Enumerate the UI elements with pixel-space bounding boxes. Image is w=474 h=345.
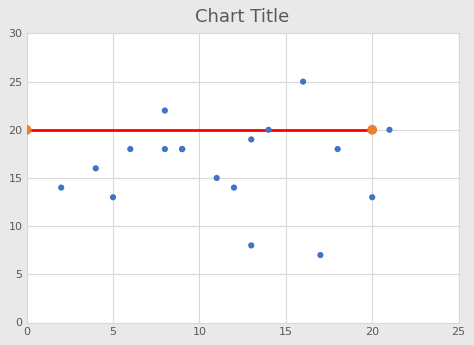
Point — [247, 137, 255, 142]
Point — [57, 185, 65, 190]
Point — [127, 146, 134, 152]
Point — [386, 127, 393, 132]
Point — [247, 243, 255, 248]
Point — [334, 146, 341, 152]
Point — [178, 146, 186, 152]
Point — [317, 252, 324, 258]
Title: Chart Title: Chart Title — [195, 8, 290, 26]
Point — [161, 146, 169, 152]
Point — [299, 79, 307, 85]
Point — [178, 146, 186, 152]
Point — [213, 175, 220, 181]
Point — [23, 127, 30, 132]
Point — [92, 166, 100, 171]
Point — [161, 108, 169, 113]
Point — [368, 127, 376, 132]
Point — [368, 195, 376, 200]
Point — [109, 195, 117, 200]
Point — [265, 127, 273, 132]
Point — [230, 185, 238, 190]
